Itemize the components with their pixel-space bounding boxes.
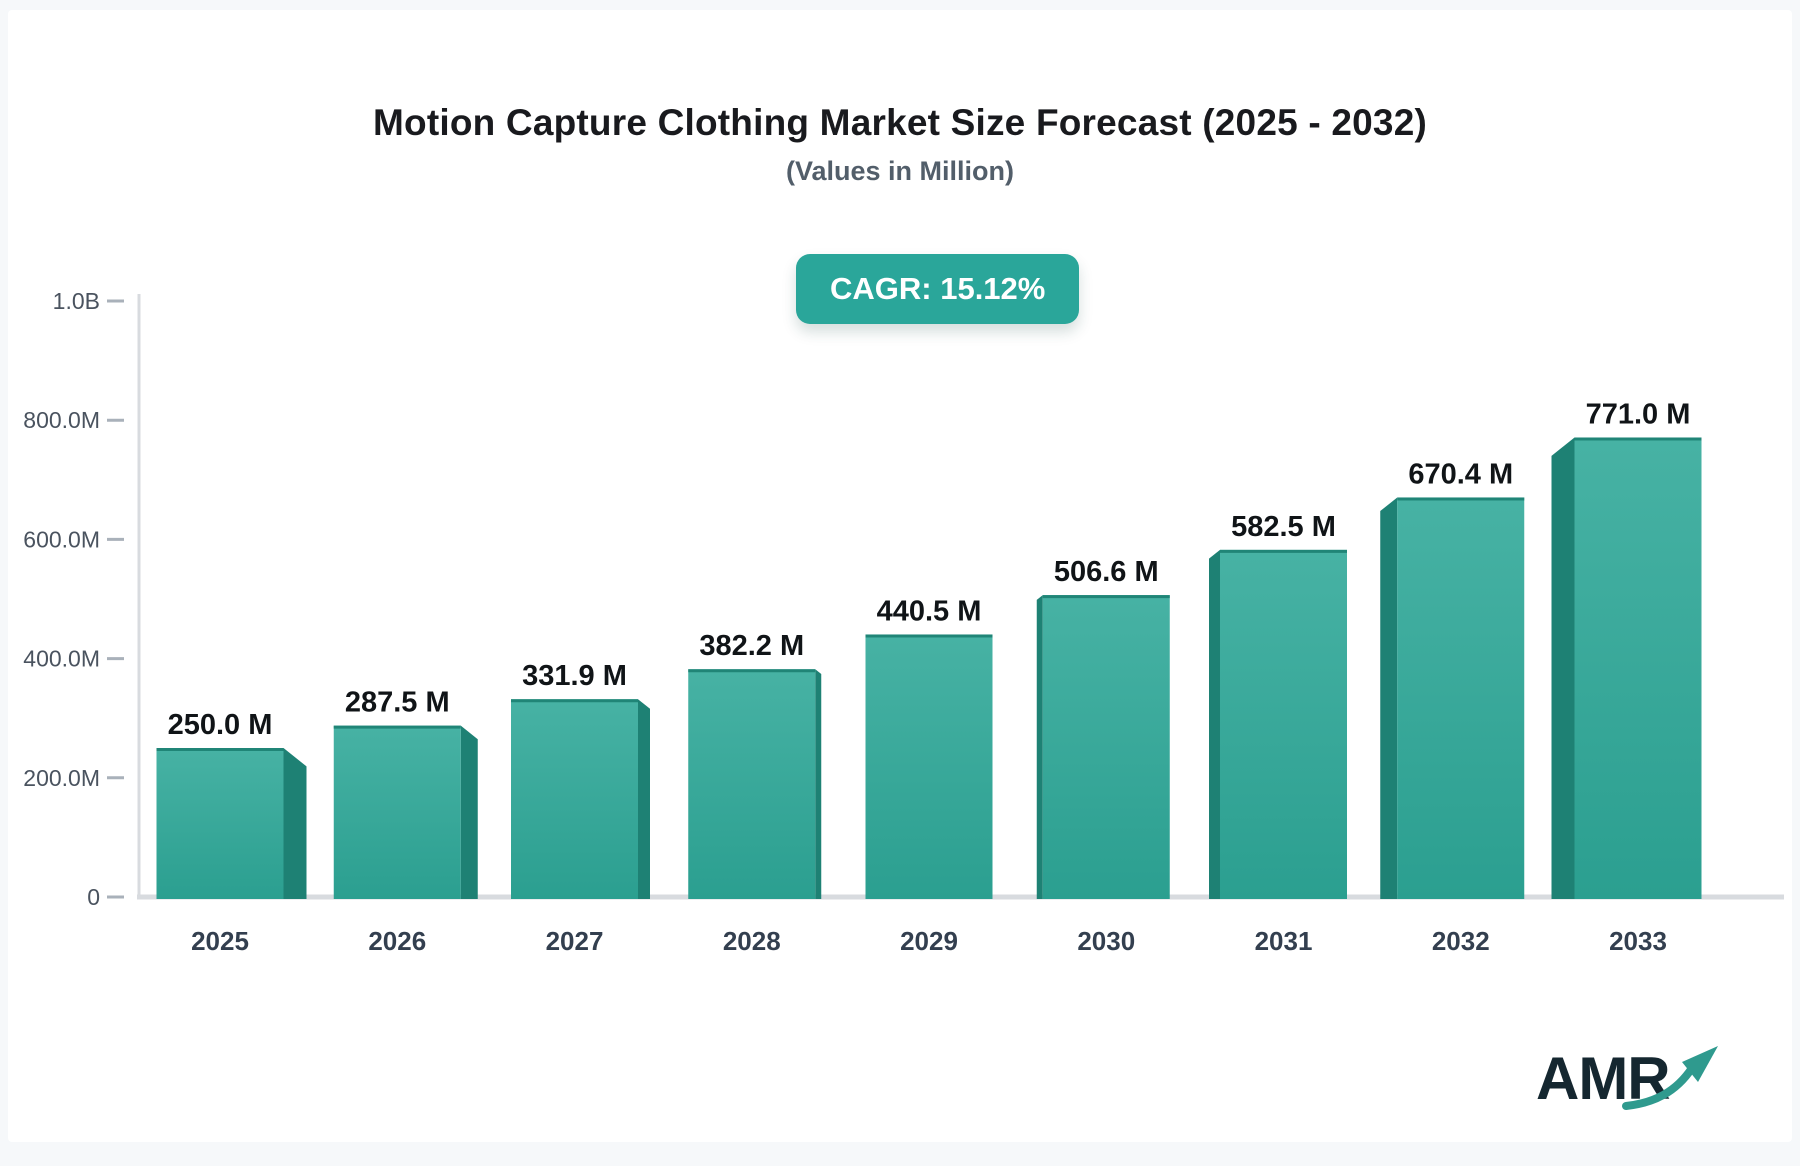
bar-group-2033: 771.0 M 2033 <box>1551 398 1702 956</box>
bar-group-2027: 331.9 M 2027 <box>511 660 650 956</box>
x-axis-label: 2029 <box>900 926 958 956</box>
bar-front-face <box>1397 497 1525 899</box>
x-axis-label: 2031 <box>1255 926 1313 956</box>
y-axis-label: 1.0B <box>53 288 100 314</box>
bar-value-label: 382.2 M <box>699 630 804 662</box>
y-axis-label: 200.0M <box>23 765 100 791</box>
bar-group-2028: 382.2 M 2028 <box>688 630 822 956</box>
bar-front-face <box>688 669 816 899</box>
amr-logo: AMR <box>1536 1044 1718 1124</box>
x-axis-label: 2028 <box>723 926 781 956</box>
bar-front-face <box>865 634 993 899</box>
bar-side-face <box>1036 595 1043 899</box>
bar-side-face <box>460 725 478 899</box>
y-axis-label: 400.0M <box>23 646 100 672</box>
bar-side-face <box>283 748 307 899</box>
bar-group-2032: 670.4 M 2032 <box>1380 458 1525 956</box>
x-axis-label: 2026 <box>368 926 426 956</box>
bar-group-2030: 506.6 M 2030 <box>1036 556 1170 956</box>
bar-value-label: 506.6 M <box>1054 556 1159 588</box>
x-axis-label: 2030 <box>1077 926 1135 956</box>
chart-subtitle: (Values in Million) <box>785 156 1015 186</box>
chart-card: 1.0B 800.0M 600.0M 400.0M 200.0M 0 250.0 M 2025… <box>8 10 1792 1142</box>
bar-front-face <box>333 725 461 899</box>
x-axis-label: 2025 <box>191 926 249 956</box>
x-axis-label: 2032 <box>1432 926 1490 956</box>
bar-value-label: 287.5 M <box>345 687 450 719</box>
x-axis-label: 2027 <box>546 926 604 956</box>
bar-front-face <box>511 699 638 899</box>
bar-group-2031: 582.5 M 2031 <box>1209 511 1347 956</box>
bar-front-face <box>1574 437 1702 899</box>
bar-side-face <box>1551 437 1575 899</box>
cagr-badge: CAGR: 15.12% <box>796 254 1080 324</box>
bar-value-label: 670.4 M <box>1408 458 1513 490</box>
bar-front-face <box>1220 549 1347 899</box>
x-axis-label: 2033 <box>1609 926 1667 956</box>
bar-value-label: 331.9 M <box>522 660 627 692</box>
bar-value-label: 250.0 M <box>168 709 273 741</box>
bar-chart: 1.0B 800.0M 600.0M 400.0M 200.0M 0 250.0 M 2025… <box>23 288 1784 956</box>
y-axis-label: 800.0M <box>23 407 100 433</box>
bar-front-face <box>1042 595 1170 899</box>
bar-group-2026: 287.5 M 2026 <box>333 687 478 956</box>
bar-side-face <box>815 669 822 899</box>
y-axis-label: 0 <box>87 884 100 910</box>
bar-side-face <box>1380 497 1398 899</box>
y-axis-label: 600.0M <box>23 526 100 552</box>
bar-side-face <box>1209 549 1220 899</box>
bar-value-label: 771.0 M <box>1586 398 1691 430</box>
bar-side-face <box>638 699 650 899</box>
bar-value-label: 440.5 M <box>877 595 982 627</box>
bar-front-face <box>156 748 284 899</box>
bar-value-label: 582.5 M <box>1231 511 1336 543</box>
growth-arrow-icon <box>1622 1046 1718 1110</box>
bar-group-2025: 250.0 M 2025 <box>156 709 307 956</box>
bar-group-2029: 440.5 M 2029 <box>865 595 993 956</box>
chart-title: Motion Capture Clothing Market Size Fore… <box>373 102 1427 143</box>
